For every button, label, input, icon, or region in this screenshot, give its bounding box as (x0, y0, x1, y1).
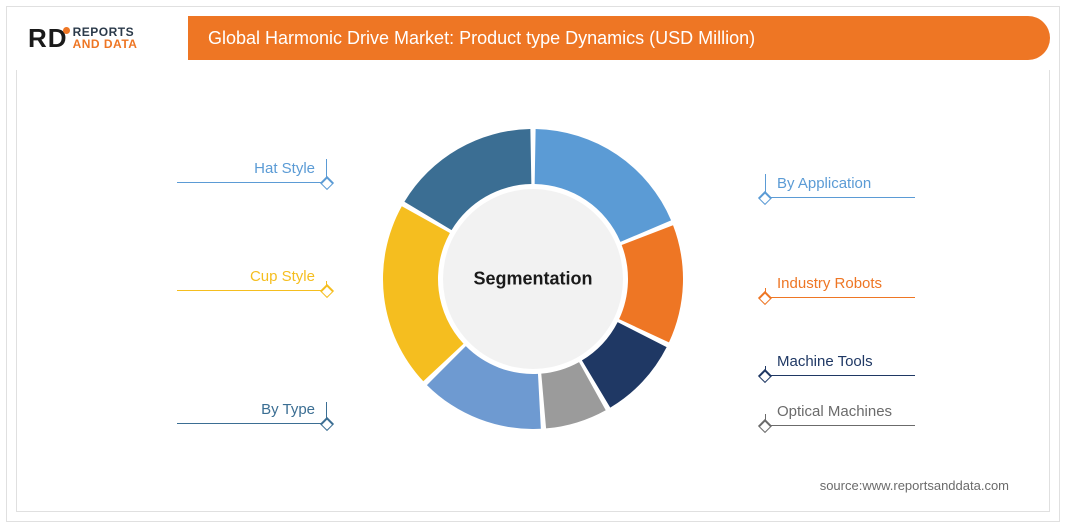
diamond-icon (320, 417, 334, 431)
leader-line (765, 297, 915, 298)
slice-label: Cup Style (177, 263, 327, 291)
slice-label-text: By Type (261, 401, 315, 418)
logo-d-icon: D (48, 23, 67, 54)
logo-r-icon: R (28, 23, 47, 54)
slice-label-text: Optical Machines (777, 403, 892, 420)
leader-line (177, 423, 327, 424)
slice-label: By Application (765, 170, 915, 198)
logo-mark: R D (28, 23, 67, 54)
leader-line (177, 182, 327, 183)
slice-label-text: Industry Robots (777, 275, 882, 292)
leader-line (765, 197, 915, 198)
slice-label: Machine Tools (765, 348, 915, 376)
diamond-icon (758, 191, 772, 205)
chart-title: Global Harmonic Drive Market: Product ty… (208, 28, 755, 49)
slice-label: Optical Machines (765, 398, 915, 426)
chart-area: Segmentation By Application Industry Robo… (16, 70, 1050, 512)
slice-label-text: By Application (777, 175, 871, 192)
logo: R D REPORTS AND DATA (16, 16, 188, 60)
slice-label-text: Machine Tools (777, 353, 873, 370)
slice-label: Industry Robots (765, 270, 915, 298)
donut-chart: Segmentation (383, 129, 683, 429)
diamond-icon (758, 419, 772, 433)
logo-text: REPORTS AND DATA (73, 26, 138, 50)
slice-label-text: Cup Style (250, 268, 315, 285)
leader-line (177, 290, 327, 291)
diamond-icon (758, 369, 772, 383)
diamond-icon (320, 284, 334, 298)
logo-anddata: AND DATA (73, 38, 138, 50)
leader-line (765, 375, 915, 376)
leader-line (765, 425, 915, 426)
source-text: source:www.reportsanddata.com (820, 478, 1009, 493)
slice-label: By Type (177, 396, 327, 424)
diamond-icon (758, 291, 772, 305)
donut-slice (619, 225, 683, 342)
slice-label: Hat Style (177, 155, 327, 183)
title-bar: Global Harmonic Drive Market: Product ty… (188, 16, 1050, 60)
slice-label-text: Hat Style (254, 160, 315, 177)
donut-center-label: Segmentation (473, 268, 592, 289)
header-bar: R D REPORTS AND DATA Global Harmonic Dri… (16, 16, 1050, 60)
diamond-icon (320, 176, 334, 190)
